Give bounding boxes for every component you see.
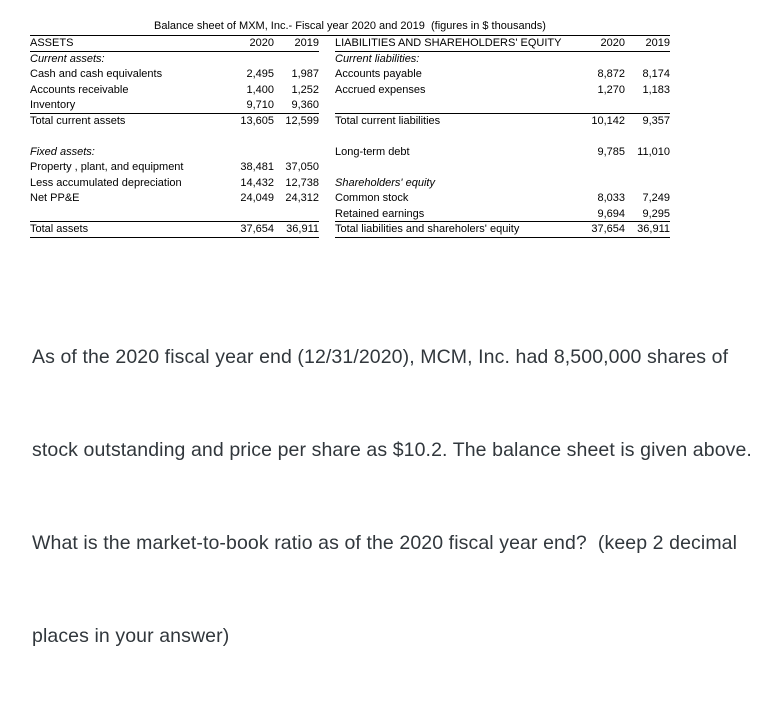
row-value-2019: 37,050 — [285, 161, 319, 173]
row-label: Total assets — [30, 223, 89, 235]
row-label: Net PP&E — [30, 192, 80, 204]
table-row-blank — [335, 129, 670, 145]
row-label: Long-term debt — [335, 145, 410, 158]
question-line: What is the market-to-book ratio as of t… — [32, 532, 738, 554]
table-row-total: Total liabilities and shareholers' equit… — [335, 222, 670, 238]
row-value-2020: 9,785 — [597, 145, 625, 158]
row-value-2020: 14,432 — [240, 176, 274, 189]
row-value-2019: 1,183 — [642, 83, 670, 96]
liabilities-table: LIABILITIES AND SHAREHOLDERS' EQUITY 202… — [335, 36, 670, 238]
row-label: Accounts payable — [335, 68, 422, 80]
question-text: As of the 2020 fiscal year end (12/31/20… — [32, 280, 772, 714]
row-value-2019: 36,911 — [286, 223, 319, 235]
row-value-2020: 9,710 — [246, 99, 274, 111]
row-label: Common stock — [335, 192, 409, 204]
question-line: places in your answer) — [32, 625, 230, 647]
row-value-2019: 9,357 — [642, 114, 670, 127]
row-value-2019: 7,249 — [642, 192, 670, 204]
row-label: Accounts receivable — [30, 83, 129, 96]
assets-header-label: ASSETS — [30, 37, 74, 49]
table-row-blank — [30, 207, 319, 222]
liabilities-header-row: LIABILITIES AND SHAREHOLDERS' EQUITY 202… — [335, 36, 670, 52]
table-row-blank — [335, 160, 670, 176]
table-row-total: Total assets 37,654 36,911 — [30, 222, 319, 238]
row-value-2019: 9,295 — [642, 207, 670, 220]
table-row: Fixed assets: — [30, 145, 319, 161]
assets-header-row: ASSETS 2020 2019 — [30, 36, 319, 52]
row-value-2020: 10,142 — [591, 114, 625, 127]
assets-header-2019: 2019 — [294, 37, 319, 49]
row-value-2019: 11,010 — [637, 145, 670, 158]
table-row: Current liabilities: — [335, 52, 670, 68]
row-value-2020: 13,605 — [240, 114, 274, 127]
row-label: Less accumulated depreciation — [30, 176, 182, 189]
row-label: Accrued expenses — [335, 83, 426, 96]
question-line: As of the 2020 fiscal year end (12/31/20… — [32, 346, 729, 368]
row-value-2019: 8,174 — [642, 68, 670, 80]
row-value-2020: 8,872 — [597, 68, 625, 80]
row-value-2019: 1,987 — [291, 68, 319, 80]
table-row: Cash and cash equivalents 2,495 1,987 — [30, 67, 319, 83]
row-label: Property , plant, and equipment — [30, 161, 184, 173]
row-label: Current assets: — [30, 52, 105, 65]
row-label: Current liabilities: — [335, 52, 420, 65]
table-row: Total current assets 13,605 12,599 — [30, 114, 319, 130]
row-value-2020: 37,654 — [591, 223, 625, 235]
row-value-2019: 9,360 — [291, 99, 319, 111]
table-row: Accounts payable 8,872 8,174 — [335, 67, 670, 83]
row-value-2019: 24,312 — [285, 192, 319, 204]
balance-sheet-tables: ASSETS 2020 2019 Current assets: Cash an… — [30, 36, 670, 238]
liabilities-header-label: LIABILITIES AND SHAREHOLDERS' EQUITY — [335, 37, 562, 49]
table-row: Less accumulated depreciation 14,432 12,… — [30, 176, 319, 192]
liabilities-header-2020: 2020 — [600, 37, 625, 49]
table-row: Accounts receivable 1,400 1,252 — [30, 83, 319, 99]
assets-table: ASSETS 2020 2019 Current assets: Cash an… — [30, 36, 319, 238]
row-value-2020: 1,270 — [597, 83, 625, 96]
row-label: Fixed assets: — [30, 145, 95, 158]
row-label: Inventory — [30, 99, 76, 111]
table-row: Shareholders' equity — [335, 176, 670, 192]
table-row: Accrued expenses 1,270 1,183 — [335, 83, 670, 99]
row-value-2020: 8,033 — [597, 192, 625, 204]
row-label: Retained earnings — [335, 207, 425, 220]
row-label: Total current liabilities — [335, 114, 441, 127]
table-row: Net PP&E 24,049 24,312 — [30, 191, 319, 207]
row-value-2020: 9,694 — [597, 207, 625, 220]
assets-header-2020: 2020 — [249, 37, 274, 49]
table-row: Property , plant, and equipment 38,481 3… — [30, 160, 319, 176]
row-label: Cash and cash equivalents — [30, 68, 163, 80]
table-row: Retained earnings 9,694 9,295 — [335, 207, 670, 222]
liabilities-header-2019: 2019 — [645, 37, 670, 49]
page: Balance sheet of MXM, Inc.- Fiscal year … — [30, 18, 752, 647]
table-row-blank — [335, 98, 670, 114]
table-row: Common stock 8,033 7,249 — [335, 191, 670, 207]
table-row: Long-term debt 9,785 11,010 — [335, 145, 670, 161]
table-row-blank — [30, 129, 319, 145]
row-value-2020: 24,049 — [240, 192, 274, 204]
row-value-2020: 38,481 — [240, 161, 274, 173]
row-label: Total liabilities and shareholers' equit… — [335, 223, 520, 235]
row-value-2019: 12,738 — [285, 176, 319, 189]
table-row: Inventory 9,710 9,360 — [30, 98, 319, 114]
row-value-2020: 2,495 — [246, 68, 274, 80]
row-value-2020: 1,400 — [246, 83, 274, 96]
row-value-2019: 36,911 — [637, 223, 670, 235]
table-row: Current assets: — [30, 52, 319, 68]
table-row: Total current liabilities 10,142 9,357 — [335, 114, 670, 130]
balance-sheet: Balance sheet of MXM, Inc.- Fiscal year … — [30, 18, 670, 238]
question-line: stock outstanding and price per share as… — [32, 439, 752, 461]
row-value-2019: 12,599 — [285, 114, 319, 127]
row-label: Total current assets — [30, 114, 126, 127]
balance-sheet-title: Balance sheet of MXM, Inc.- Fiscal year … — [30, 18, 670, 36]
row-value-2020: 37,654 — [240, 223, 274, 235]
row-value-2019: 1,252 — [291, 83, 319, 96]
row-label: Shareholders' equity — [335, 176, 435, 189]
